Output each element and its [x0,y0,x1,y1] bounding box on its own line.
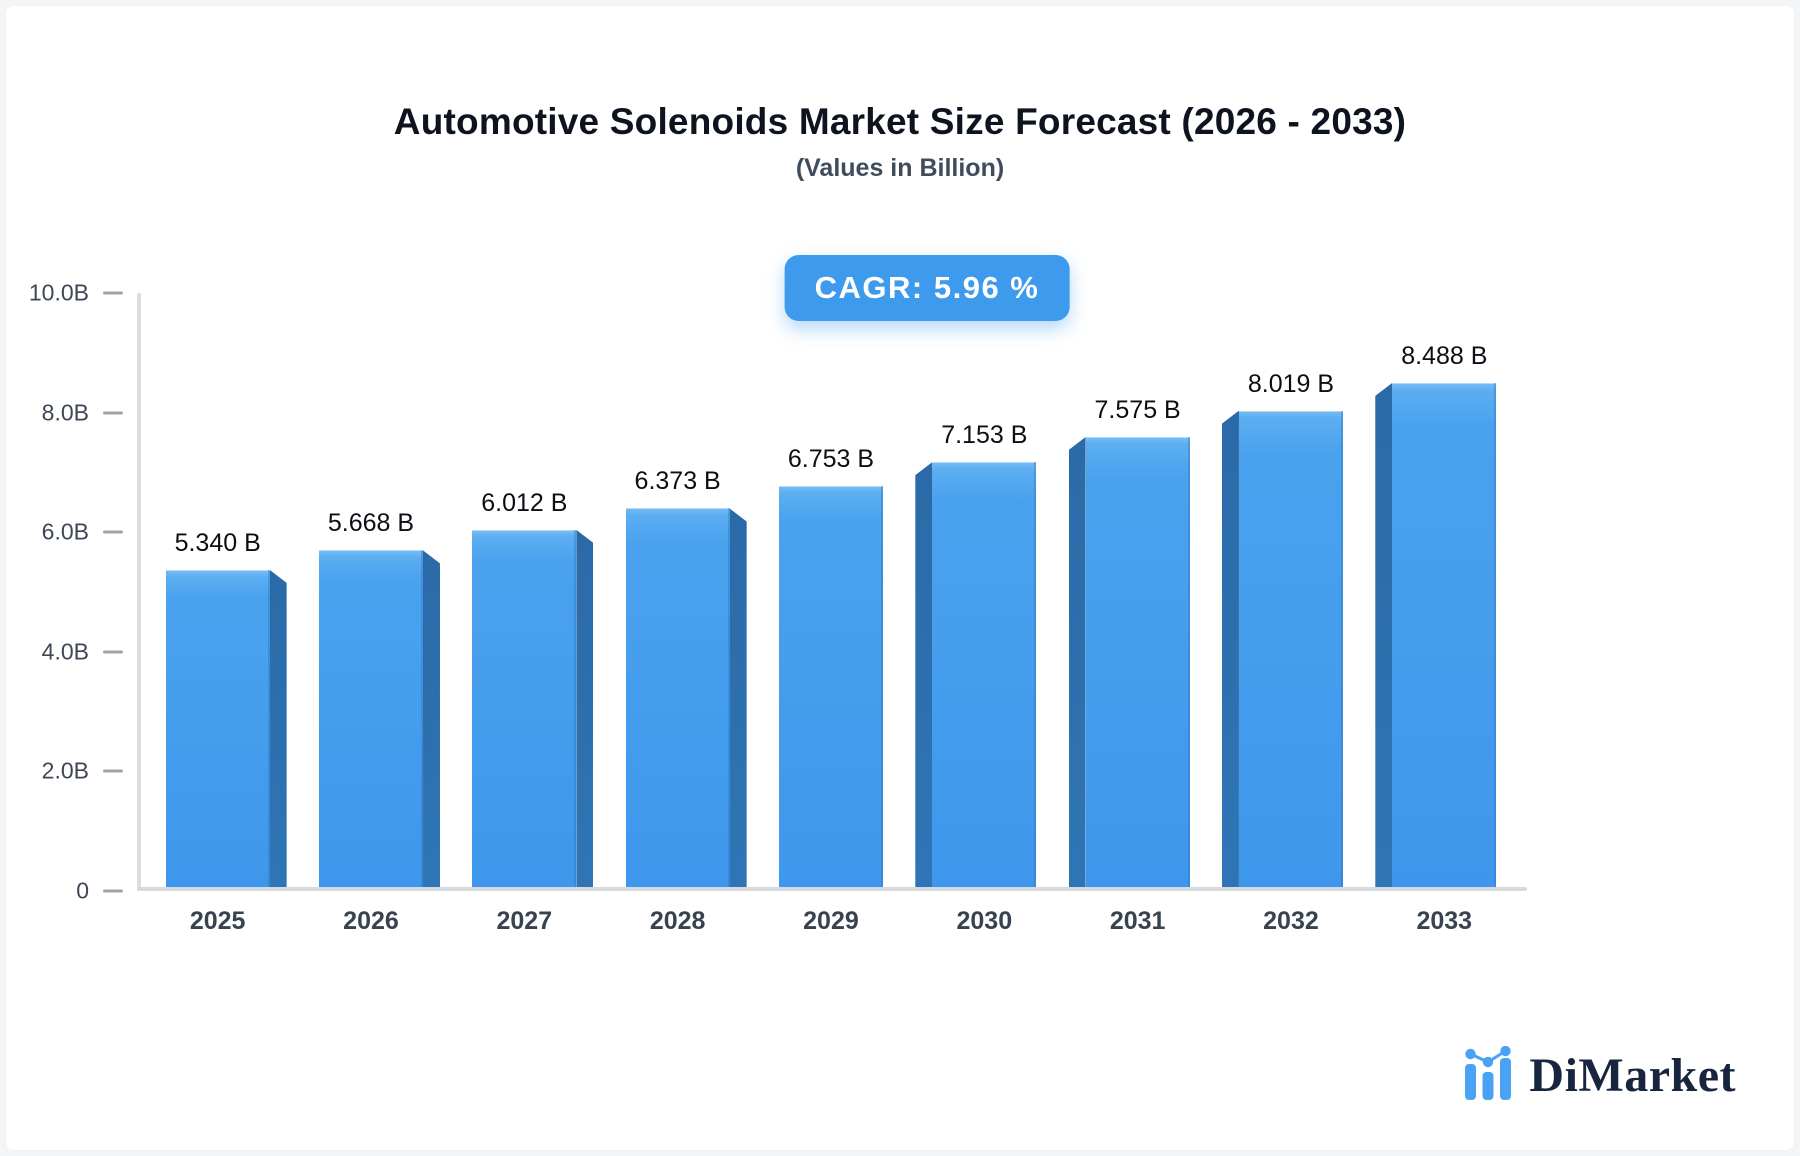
y-tick-8.0B: 8.0B [42,399,137,426]
x-axis-labels: 2025 2026 2027 2028 2029 2030 2031 2032 2033 [141,907,1521,936]
y-tick-dash [103,291,123,295]
bar-side-face-2033 [1375,382,1393,887]
bar-side-face-2025 [269,569,287,887]
bar-value-label-2032: 8.019 B [1247,369,1335,398]
plot-area: 5.340 B 5.668 B 6.012 B 6.373 B 6.753 B 7.153… [29,280,1527,935]
bar-column-2029: 6.753 B [754,293,907,887]
bar-2027: 6.012 B [472,489,594,887]
bar-value-label-2030: 7.153 B [941,421,1028,450]
bar-side-face-2030 [915,462,933,887]
y-tick-label: 2.0B [41,757,89,784]
chart-card: Automotive Solenoids Market Size Forecas… [5,5,1795,1151]
dimarket-logo: DiMarket [1463,1046,1736,1100]
y-tick-dash [103,889,123,893]
bars-row: 5.340 B 5.668 B 6.012 B 6.373 B 6.753 B 7.153… [141,293,1521,887]
bar-2030: 7.153 B [915,421,1037,887]
chart-title: Automotive Solenoids Market Size Forecas… [393,101,1407,142]
chart-subtitle: (Values in Billion) [795,154,1005,182]
x-axis-label-2025: 2025 [189,907,246,935]
bar-column-2030: 7.153 B [908,293,1061,887]
x-axis-label-2030: 2030 [956,907,1013,935]
bar-column-2033: 8.488 B [1368,293,1521,887]
x-axis-label-2032: 2032 [1263,907,1319,935]
bar-column-2028: 6.373 B [601,293,754,887]
y-tick-6.0B: 6.0B [42,519,137,546]
bar-column-2031: 7.575 B [1061,293,1214,887]
bar-column-2025: 5.340 B [141,293,294,887]
bar-side-face-2027 [576,529,594,887]
bar-value-label-2033: 8.488 B [1401,341,1488,370]
y-tick-label: 4.0B [41,638,89,665]
bar-2033: 8.488 B [1375,342,1497,887]
bar-value-label-2025: 5.340 B [174,528,261,557]
y-tick-dash [103,769,123,773]
bar-2032: 8.019 B [1221,370,1343,887]
x-axis-baseline [137,887,1527,891]
y-tick-label: 10.0B [28,279,89,306]
bar-value-label-2031: 7.575 B [1094,396,1181,425]
bar-value-label-2028: 6.373 B [634,467,721,496]
y-tick-label: 8.0B [41,399,89,426]
x-axis-label-2028: 2028 [649,907,706,935]
x-axis-label-2029: 2029 [803,907,859,935]
bar-2028: 6.373 B [625,467,747,887]
y-tick-2.0B: 2.0B [42,758,137,785]
x-axis-label-2033: 2033 [1416,907,1473,935]
bar-2031: 7.575 B [1068,396,1190,887]
bar-column-2026: 5.668 B [294,293,447,887]
dimarket-logo-text: DiMarket [1529,1049,1736,1102]
bar-2026: 5.668 B [318,509,440,887]
y-tick-10.0B: 10.0B [29,280,137,307]
y-tick-0: 0 [76,878,137,905]
bar-side-face-2032 [1221,410,1239,887]
bar-side-face-2031 [1068,437,1086,887]
y-tick-dash [103,411,123,415]
x-axis-label-2026: 2026 [343,907,399,935]
y-tick-label: 0 [76,877,89,904]
bar-2025: 5.340 B [165,529,287,887]
y-tick-label: 6.0B [41,518,89,545]
y-axis-line [137,293,141,891]
y-tick-4.0B: 4.0B [42,638,137,665]
bar-value-label-2026: 5.668 B [327,509,415,538]
y-tick-dash [103,650,123,654]
bar-side-face-2028 [729,508,747,887]
y-tick-dash [103,530,123,534]
bar-value-label-2029: 6.753 B [787,444,875,473]
dimarket-logo-icon [1465,1046,1512,1100]
cagr-badge: CAGR: 5.96 % [784,255,1070,321]
bar-side-face-2026 [422,550,440,887]
bar-column-2027: 6.012 B [448,293,601,887]
x-axis-label-2031: 2031 [1109,907,1166,935]
x-axis-label-2027: 2027 [496,907,553,935]
bar-value-label-2027: 6.012 B [481,488,568,517]
bar-2029: 6.753 B [778,445,883,887]
bar-column-2032: 8.019 B [1214,293,1367,887]
